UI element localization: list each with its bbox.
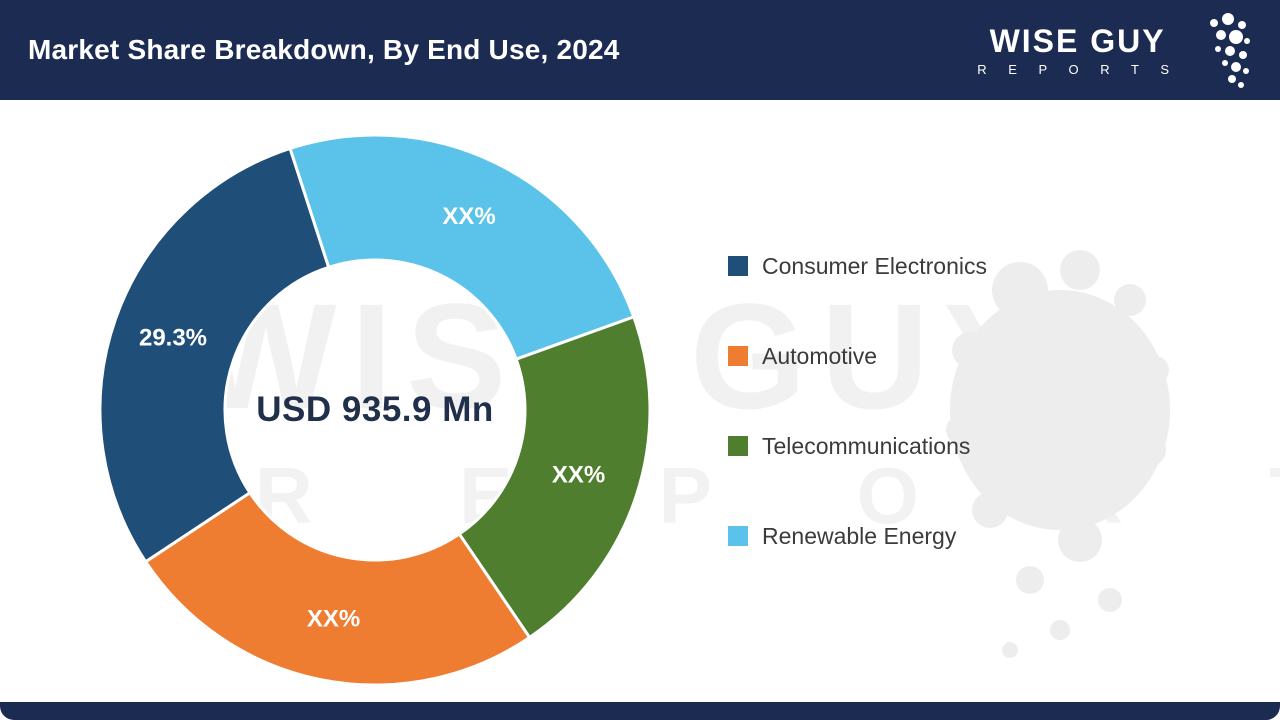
donut-segment-consumer-electronics <box>98 146 331 564</box>
brand-subname: R E P O R T S <box>977 62 1178 77</box>
brand-name: WISE GUY <box>989 23 1166 59</box>
brand-head-dots-icon <box>1210 13 1250 88</box>
brand-logo-text: WISE GUY R E P O R T S <box>977 23 1178 77</box>
footer-bar <box>0 702 1280 720</box>
donut-segment-automotive <box>144 491 532 687</box>
legend-swatch-renewable-energy <box>728 526 748 546</box>
watermark-head-icon <box>946 250 1170 658</box>
brand-logo: WISE GUY R E P O R T S <box>977 11 1252 89</box>
header-bar: Market Share Breakdown, By End Use, 2024… <box>0 0 1280 100</box>
chart-area: WISE GUY R E P O R T S XX%XX%XX%29.3% US… <box>0 100 1280 702</box>
legend-label: Renewable Energy <box>762 522 957 549</box>
donut-segment-telecommunications <box>457 315 652 639</box>
donut-svg: XX% XX% XX% 29.3% <box>98 133 652 687</box>
legend-item-telecommunications: Telecommunications <box>728 432 987 460</box>
donut-chart: XX% XX% XX% 29.3% <box>90 125 660 695</box>
legend-label: Telecommunications <box>762 432 971 459</box>
legend-swatch-telecommunications <box>728 436 748 456</box>
chart-legend: Consumer Electronics Automotive Telecommun… <box>728 252 987 550</box>
legend-label: Consumer Electronics <box>762 252 987 279</box>
segment-label-renewable-energy: XX% <box>442 203 495 230</box>
donut-segment-renewable-energy <box>288 133 636 361</box>
segment-label-consumer-electronics: 29.3% <box>139 325 207 352</box>
legend-swatch-consumer-electronics <box>728 256 748 276</box>
donut-center-value: USD 935.9 Mn <box>256 390 494 429</box>
segment-label-telecommunications: XX% <box>552 461 605 488</box>
legend-item-consumer-electronics: Consumer Electronics <box>728 252 987 280</box>
page-title: Market Share Breakdown, By End Use, 2024 <box>28 34 620 65</box>
legend-swatch-automotive <box>728 346 748 366</box>
segment-label-automotive: XX% <box>307 605 360 632</box>
legend-item-automotive: Automotive <box>728 342 987 370</box>
legend-label: Automotive <box>762 342 878 369</box>
legend-item-renewable-energy: Renewable Energy <box>728 522 987 550</box>
